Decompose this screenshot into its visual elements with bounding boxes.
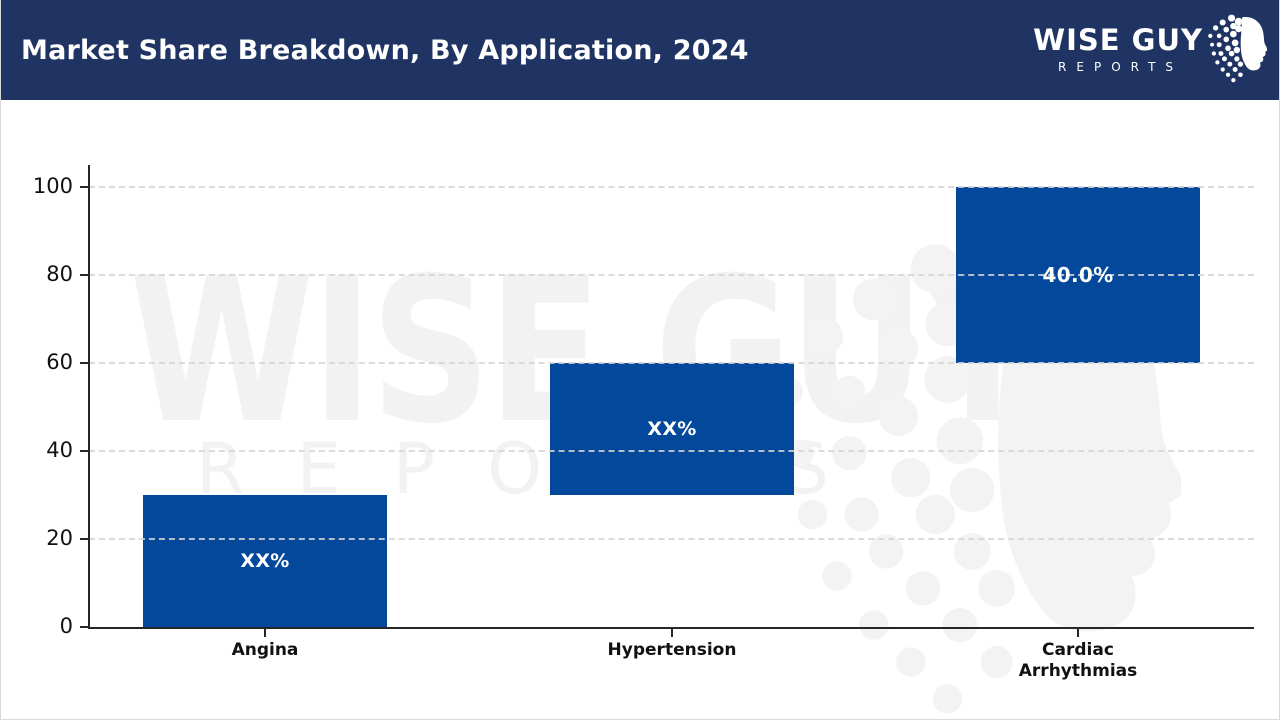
y-tick-label: 20 (46, 526, 73, 550)
chart-title: Market Share Breakdown, By Application, … (21, 34, 749, 66)
y-axis-tick (80, 450, 88, 452)
x-axis-tick (671, 629, 673, 637)
y-tick-label: 60 (46, 350, 73, 374)
y-axis-tick (80, 274, 88, 276)
x-axis-tick (1077, 629, 1079, 637)
y-tick-label: 0 (59, 614, 73, 638)
grid-line-60 (89, 362, 1254, 364)
y-tick-label: 40 (46, 438, 73, 462)
brand-name: WISE GUY (1033, 23, 1203, 57)
grid-line-80 (89, 274, 1254, 276)
x-tick-label: Hypertension (607, 640, 737, 660)
grid-line-40 (89, 450, 1254, 452)
grid-line-20 (89, 538, 1254, 540)
brand-logo-text: WISE GUY REPORTS (1033, 23, 1203, 75)
bar-value-label: XX% (647, 418, 697, 440)
header-bar: Market Share Breakdown, By Application, … (1, 0, 1279, 100)
bar-angina (143, 495, 387, 627)
head-profile-icon (1208, 14, 1267, 83)
y-axis-tick (80, 362, 88, 364)
y-axis-tick (80, 538, 88, 540)
x-axis-line (89, 627, 1254, 629)
x-tick-label: Cardiac Arrhythmias (1018, 640, 1138, 681)
x-tick-label: Angina (231, 640, 299, 660)
grid-line-100 (89, 186, 1254, 188)
y-tick-label: 100 (32, 174, 73, 198)
bar-hypertension (550, 363, 794, 495)
bar-value-label: XX% (240, 550, 290, 572)
y-axis-tick (80, 186, 88, 188)
y-axis-tick (80, 626, 88, 628)
bar-value-label: 40.0% (1042, 263, 1114, 287)
plot-area: WISE GUY REPORTS XX% XX% 40.0% 0 20 40 60 80 100… (1, 100, 1279, 719)
brand-subname: REPORTS (1058, 60, 1184, 74)
y-axis-line (88, 165, 90, 629)
y-tick-label: 80 (46, 262, 73, 286)
x-axis-tick (264, 629, 266, 637)
brand-logo: WISE GUY REPORTS (1033, 12, 1267, 88)
